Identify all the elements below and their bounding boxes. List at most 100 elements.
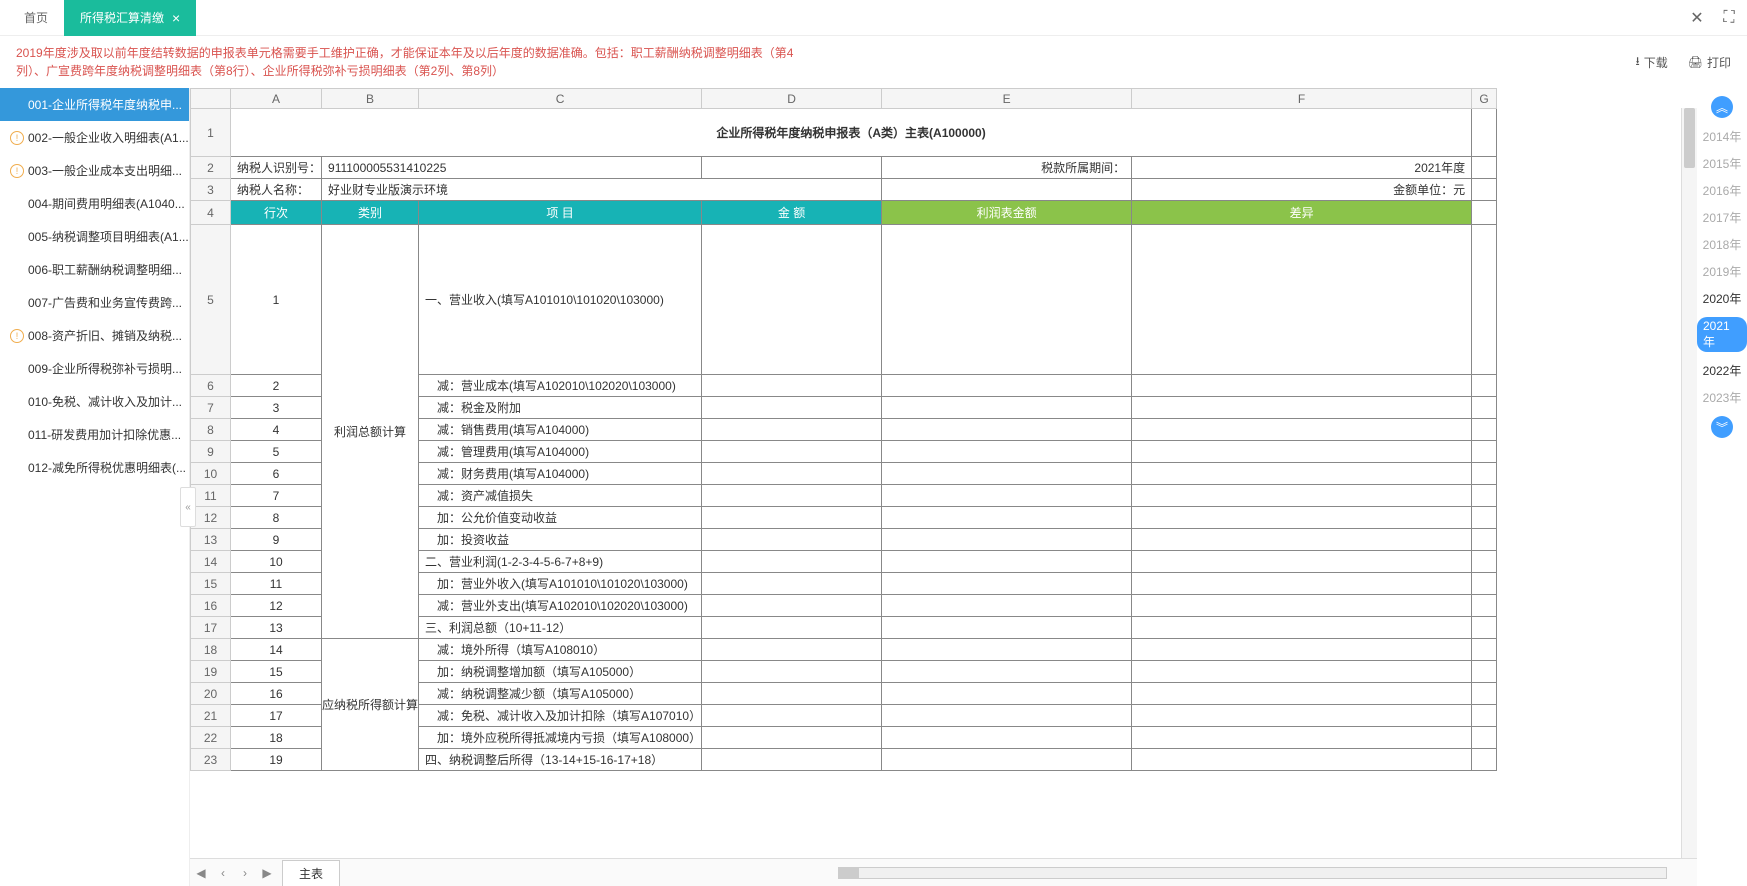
item-cell[interactable]: 减：免税、减计收入及加计扣除（填写A107010） (419, 705, 702, 727)
year-item[interactable]: 2015年 (1703, 155, 1742, 172)
column-header[interactable]: G (1472, 89, 1497, 109)
column-header[interactable]: A (231, 89, 322, 109)
row-header[interactable]: 17 (191, 617, 231, 639)
value-cell[interactable] (702, 573, 882, 595)
sidebar-item[interactable]: !008-资产折旧、摊销及纳税... (0, 319, 189, 352)
row-header[interactable]: 6 (191, 375, 231, 397)
sidebar-item[interactable]: 001-企业所得税年度纳税申... (0, 88, 189, 121)
value-cell[interactable] (882, 441, 1132, 463)
value-cell[interactable] (1132, 485, 1472, 507)
line-number-cell[interactable]: 13 (231, 617, 322, 639)
line-number-cell[interactable]: 11 (231, 573, 322, 595)
value-cell[interactable] (702, 485, 882, 507)
value-cell[interactable] (882, 683, 1132, 705)
item-cell[interactable]: 加：营业外收入(填写A101010\101020\103000) (419, 573, 702, 595)
row-header[interactable]: 8 (191, 419, 231, 441)
line-number-cell[interactable]: 5 (231, 441, 322, 463)
close-icon[interactable]: × (172, 10, 180, 26)
sidebar-item[interactable]: 005-纳税调整项目明细表(A1... (0, 220, 189, 253)
row-header[interactable]: 7 (191, 397, 231, 419)
column-header[interactable]: D (702, 89, 882, 109)
value-cell[interactable] (1132, 573, 1472, 595)
value-cell[interactable] (702, 225, 882, 375)
sheet-nav-first[interactable]: ◀ (190, 866, 212, 880)
sidebar-collapse-handle[interactable]: « (180, 487, 196, 527)
download-button[interactable]: ⭳ 下载 (1636, 52, 1668, 73)
value-cell[interactable] (1132, 397, 1472, 419)
row-header[interactable]: 19 (191, 661, 231, 683)
line-number-cell[interactable]: 12 (231, 595, 322, 617)
year-item[interactable]: 2022年 (1703, 362, 1742, 379)
fullscreen-icon[interactable]: ⛶ (1719, 8, 1739, 28)
value-cell[interactable] (1132, 749, 1472, 771)
sidebar-item[interactable]: !003-一般企业成本支出明细... (0, 154, 189, 187)
row-header[interactable]: 3 (191, 179, 231, 201)
value-cell[interactable] (882, 485, 1132, 507)
scroll-up-icon[interactable]: ︽ (1711, 96, 1733, 118)
sheet-nav-prev[interactable]: ‹ (212, 866, 234, 880)
value-cell[interactable] (1132, 705, 1472, 727)
column-header[interactable]: C (419, 89, 702, 109)
horizontal-scrollbar[interactable] (838, 867, 1667, 879)
item-cell[interactable]: 减：税金及附加 (419, 397, 702, 419)
value-cell[interactable] (1132, 639, 1472, 661)
item-cell[interactable]: 减：营业成本(填写A102010\102020\103000) (419, 375, 702, 397)
row-header[interactable]: 9 (191, 441, 231, 463)
column-header[interactable]: B (322, 89, 419, 109)
sidebar-item[interactable]: !002-一般企业收入明细表(A1... (0, 121, 189, 154)
item-cell[interactable]: 加：公允价值变动收益 (419, 507, 702, 529)
value-cell[interactable] (702, 705, 882, 727)
active-tab[interactable]: 所得税汇算清缴 × (64, 0, 196, 36)
sidebar-item[interactable]: 009-企业所得税弥补亏损明... (0, 352, 189, 385)
item-cell[interactable]: 减：营业外支出(填写A102010\102020\103000) (419, 595, 702, 617)
value-cell[interactable] (1132, 225, 1472, 375)
value-cell[interactable] (882, 661, 1132, 683)
value-cell[interactable] (882, 749, 1132, 771)
year-item[interactable]: 2023年 (1703, 389, 1742, 406)
item-cell[interactable]: 减：财务费用(填写A104000) (419, 463, 702, 485)
year-item[interactable]: 2021年 (1697, 317, 1747, 352)
value-cell[interactable] (882, 419, 1132, 441)
value-cell[interactable] (702, 551, 882, 573)
row-header[interactable]: 12 (191, 507, 231, 529)
value-cell[interactable] (702, 749, 882, 771)
year-item[interactable]: 2019年 (1703, 263, 1742, 280)
sheet-scroll[interactable]: ABCDEFG 1 企业所得税年度纳税申报表（A类）主表(A100000) 2 … (190, 88, 1697, 858)
value-cell[interactable] (882, 397, 1132, 419)
row-header[interactable]: 11 (191, 485, 231, 507)
value-cell[interactable] (702, 595, 882, 617)
value-cell[interactable] (882, 705, 1132, 727)
line-number-cell[interactable]: 19 (231, 749, 322, 771)
corner-cell[interactable] (191, 89, 231, 109)
row-header[interactable]: 21 (191, 705, 231, 727)
row-header[interactable]: 22 (191, 727, 231, 749)
sidebar-item[interactable]: 011-研发费用加计扣除优惠... (0, 418, 189, 451)
year-item[interactable]: 2017年 (1703, 209, 1742, 226)
line-number-cell[interactable]: 14 (231, 639, 322, 661)
line-number-cell[interactable]: 1 (231, 225, 322, 375)
line-number-cell[interactable]: 16 (231, 683, 322, 705)
sidebar-item[interactable]: 006-职工薪酬纳税调整明细... (0, 253, 189, 286)
value-cell[interactable] (702, 397, 882, 419)
value-cell[interactable] (882, 573, 1132, 595)
value-cell[interactable] (702, 639, 882, 661)
item-cell[interactable]: 加：纳税调整增加额（填写A105000） (419, 661, 702, 683)
item-cell[interactable]: 减：境外所得（填写A108010） (419, 639, 702, 661)
item-cell[interactable]: 四、纳税调整后所得（13-14+15-16-17+18） (419, 749, 702, 771)
value-cell[interactable] (1132, 661, 1472, 683)
value-cell[interactable] (1132, 463, 1472, 485)
value-cell[interactable] (882, 595, 1132, 617)
line-number-cell[interactable]: 10 (231, 551, 322, 573)
value-cell[interactable] (1132, 419, 1472, 441)
row-header[interactable]: 2 (191, 157, 231, 179)
line-number-cell[interactable]: 15 (231, 661, 322, 683)
value-cell[interactable] (882, 551, 1132, 573)
window-close-icon[interactable]: ✕ (1687, 8, 1707, 28)
value-cell[interactable] (1132, 727, 1472, 749)
line-number-cell[interactable]: 17 (231, 705, 322, 727)
item-cell[interactable]: 减：管理费用(填写A104000) (419, 441, 702, 463)
value-cell[interactable] (882, 727, 1132, 749)
row-header[interactable]: 13 (191, 529, 231, 551)
value-cell[interactable] (1132, 595, 1472, 617)
row-header[interactable]: 20 (191, 683, 231, 705)
